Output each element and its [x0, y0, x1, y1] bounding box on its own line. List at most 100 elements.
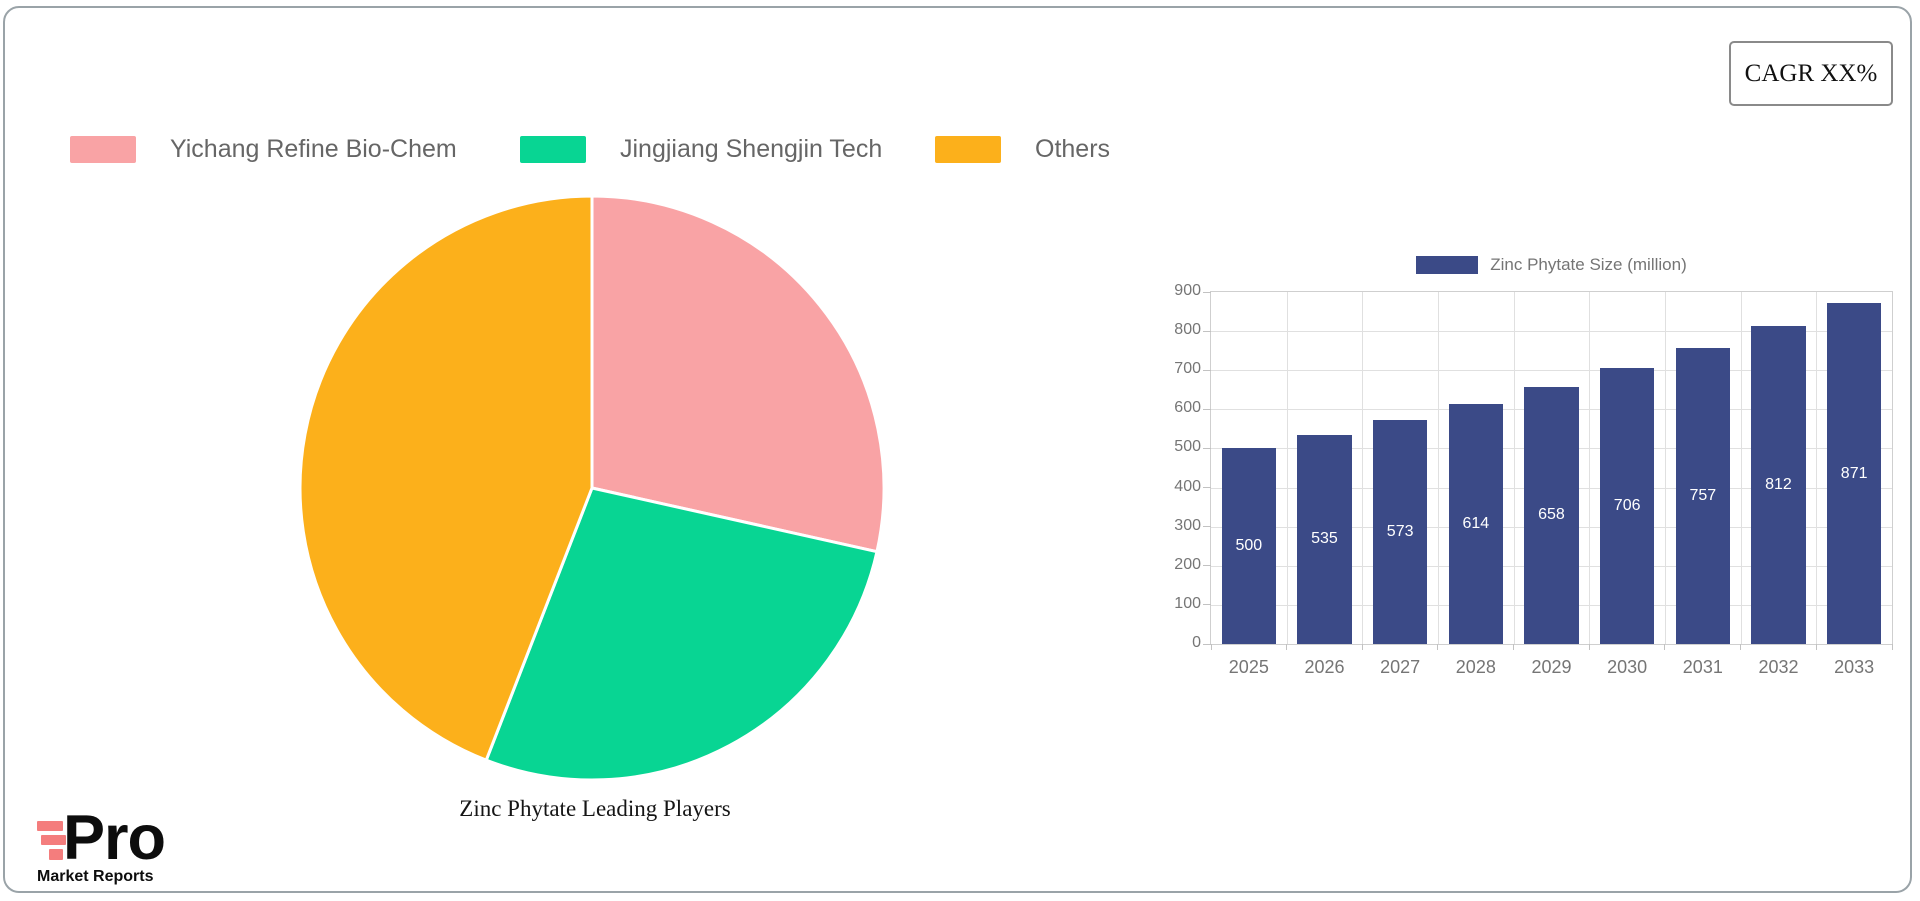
pie-title: Zinc Phytate Leading Players	[459, 796, 731, 821]
bar-2026: 535	[1297, 434, 1352, 644]
x-axis-tick	[1210, 644, 1212, 650]
bar-column-2029: 658	[1514, 292, 1590, 644]
bar-column-2026: 535	[1287, 292, 1363, 644]
gridline-v	[1438, 292, 1439, 644]
bar-2027: 573	[1372, 419, 1428, 644]
pie-slice-2	[298, 194, 594, 762]
y-axis-tick	[1203, 643, 1211, 645]
legend-swatch-jingjiang	[520, 135, 586, 163]
x-axis-label-2030: 2030	[1607, 657, 1648, 677]
gridline-h	[1211, 331, 1892, 333]
bar-2033: 871	[1826, 303, 1882, 644]
y-axis-label: 400	[1174, 477, 1201, 495]
bar-column-2025: 500	[1211, 292, 1287, 644]
y-axis-label: 900	[1174, 282, 1201, 299]
logo-bar-icon	[41, 835, 66, 845]
bar-column-2031: 757	[1665, 292, 1741, 644]
legend-swatch-yichang	[70, 135, 136, 163]
legend-label-jingjiang: Jingjiang Shengjin Tech	[620, 134, 883, 163]
bar-legend: Zinc Phytate Size (million)	[1210, 253, 1893, 277]
x-axis-label-2028: 2028	[1455, 657, 1496, 677]
pie-slice-1	[484, 486, 879, 782]
bar-2030: 706	[1599, 367, 1655, 644]
gridline-v	[1286, 292, 1288, 644]
bar-value-label: 500	[1235, 537, 1263, 555]
x-axis-tick	[1361, 644, 1363, 650]
y-axis-tick	[1203, 447, 1211, 449]
pie-legend-item-others: Others	[935, 134, 1110, 164]
cagr-box: CAGR XX%	[1729, 41, 1893, 106]
y-axis-tick	[1203, 369, 1211, 371]
pro-market-reports-logo: Pro Market Reports	[35, 806, 195, 896]
logo-word: Pro	[63, 803, 166, 873]
y-axis-label: 100	[1174, 594, 1201, 612]
y-axis-label: 300	[1174, 516, 1201, 534]
gridline-v	[1740, 292, 1742, 644]
x-axis-tick	[1740, 644, 1742, 650]
y-axis-tick	[1203, 526, 1211, 528]
bar-value-label: 573	[1386, 522, 1414, 540]
y-axis-label: 700	[1174, 360, 1201, 378]
bar-legend-swatch	[1416, 256, 1479, 274]
pie-chart	[298, 194, 886, 782]
bar-column-2033: 871	[1816, 292, 1892, 644]
bar-column-2028: 614	[1438, 292, 1514, 644]
logo-bar-icon	[49, 849, 63, 860]
gridline-v	[1589, 292, 1591, 644]
bar-value-label: 706	[1613, 496, 1641, 514]
gridline-v	[1816, 292, 1818, 644]
x-axis-tick	[1286, 644, 1288, 650]
y-axis-label: 200	[1174, 555, 1201, 573]
x-axis-label-2026: 2026	[1304, 657, 1345, 677]
x-axis-tick	[1815, 644, 1817, 650]
bar-column-2032: 812	[1741, 292, 1817, 644]
report-card: CAGR XX% Yichang Refine Bio-Chem Jingjia…	[3, 6, 1912, 893]
x-axis-tick	[1891, 644, 1893, 650]
gridline-h	[1211, 370, 1892, 372]
legend-label-others: Others	[1035, 134, 1111, 163]
legend-label-yichang: Yichang Refine Bio-Chem	[170, 134, 457, 163]
y-axis-tick	[1203, 604, 1211, 606]
bar-2028: 614	[1448, 403, 1504, 644]
bar-2029: 658	[1524, 386, 1579, 644]
pie-slice-0	[590, 194, 886, 554]
x-axis-tick	[1588, 644, 1590, 650]
pie-chart-area	[297, 193, 887, 783]
x-axis-label-2025: 2025	[1228, 657, 1269, 677]
cagr-label: CAGR XX%	[1744, 59, 1878, 87]
bar-2032: 812	[1751, 326, 1806, 644]
legend-swatch-others	[935, 135, 1001, 163]
y-axis-tick	[1203, 330, 1211, 332]
y-axis-tick	[1203, 408, 1211, 410]
y-axis-label: 800	[1174, 321, 1201, 339]
x-axis-label-2029: 2029	[1531, 657, 1572, 677]
bar-value-label: 614	[1462, 514, 1490, 532]
y-axis-label: 500	[1174, 438, 1201, 456]
bar-2025: 500	[1221, 448, 1277, 644]
y-axis-tick	[1203, 565, 1211, 567]
bar-legend-label: Zinc Phytate Size (million)	[1490, 255, 1687, 274]
bar-value-label: 812	[1765, 476, 1792, 494]
bar-value-label: 871	[1840, 464, 1868, 482]
gridline-v	[1513, 292, 1515, 644]
y-axis-label: 600	[1174, 399, 1201, 417]
x-axis-label-2031: 2031	[1682, 657, 1723, 677]
gridline-v	[1362, 292, 1364, 644]
pie-legend-item-yichang: Yichang Refine Bio-Chem	[70, 134, 457, 164]
bar-value-label: 535	[1311, 530, 1338, 548]
x-axis-label-2033: 2033	[1834, 657, 1875, 677]
x-axis-tick	[1513, 644, 1515, 650]
x-axis-tick	[1664, 644, 1666, 650]
gridline-v	[1665, 292, 1666, 644]
logo-bar-icon	[37, 821, 63, 831]
y-axis-tick	[1203, 291, 1211, 293]
bar-column-2030: 706	[1589, 292, 1665, 644]
y-axis-label: 0	[1192, 634, 1201, 651]
bar-chart-plot: 0 100 200 300 400 500 600 700 800 900 500 2025 535 20…	[1174, 282, 1893, 677]
x-axis-label-2027: 2027	[1380, 657, 1421, 677]
x-axis-label-2032: 2032	[1758, 657, 1799, 677]
bar-value-label: 757	[1689, 486, 1717, 504]
x-axis-tick	[1437, 644, 1439, 650]
bar-column-2027: 573	[1362, 292, 1438, 644]
y-axis-tick	[1203, 487, 1211, 489]
